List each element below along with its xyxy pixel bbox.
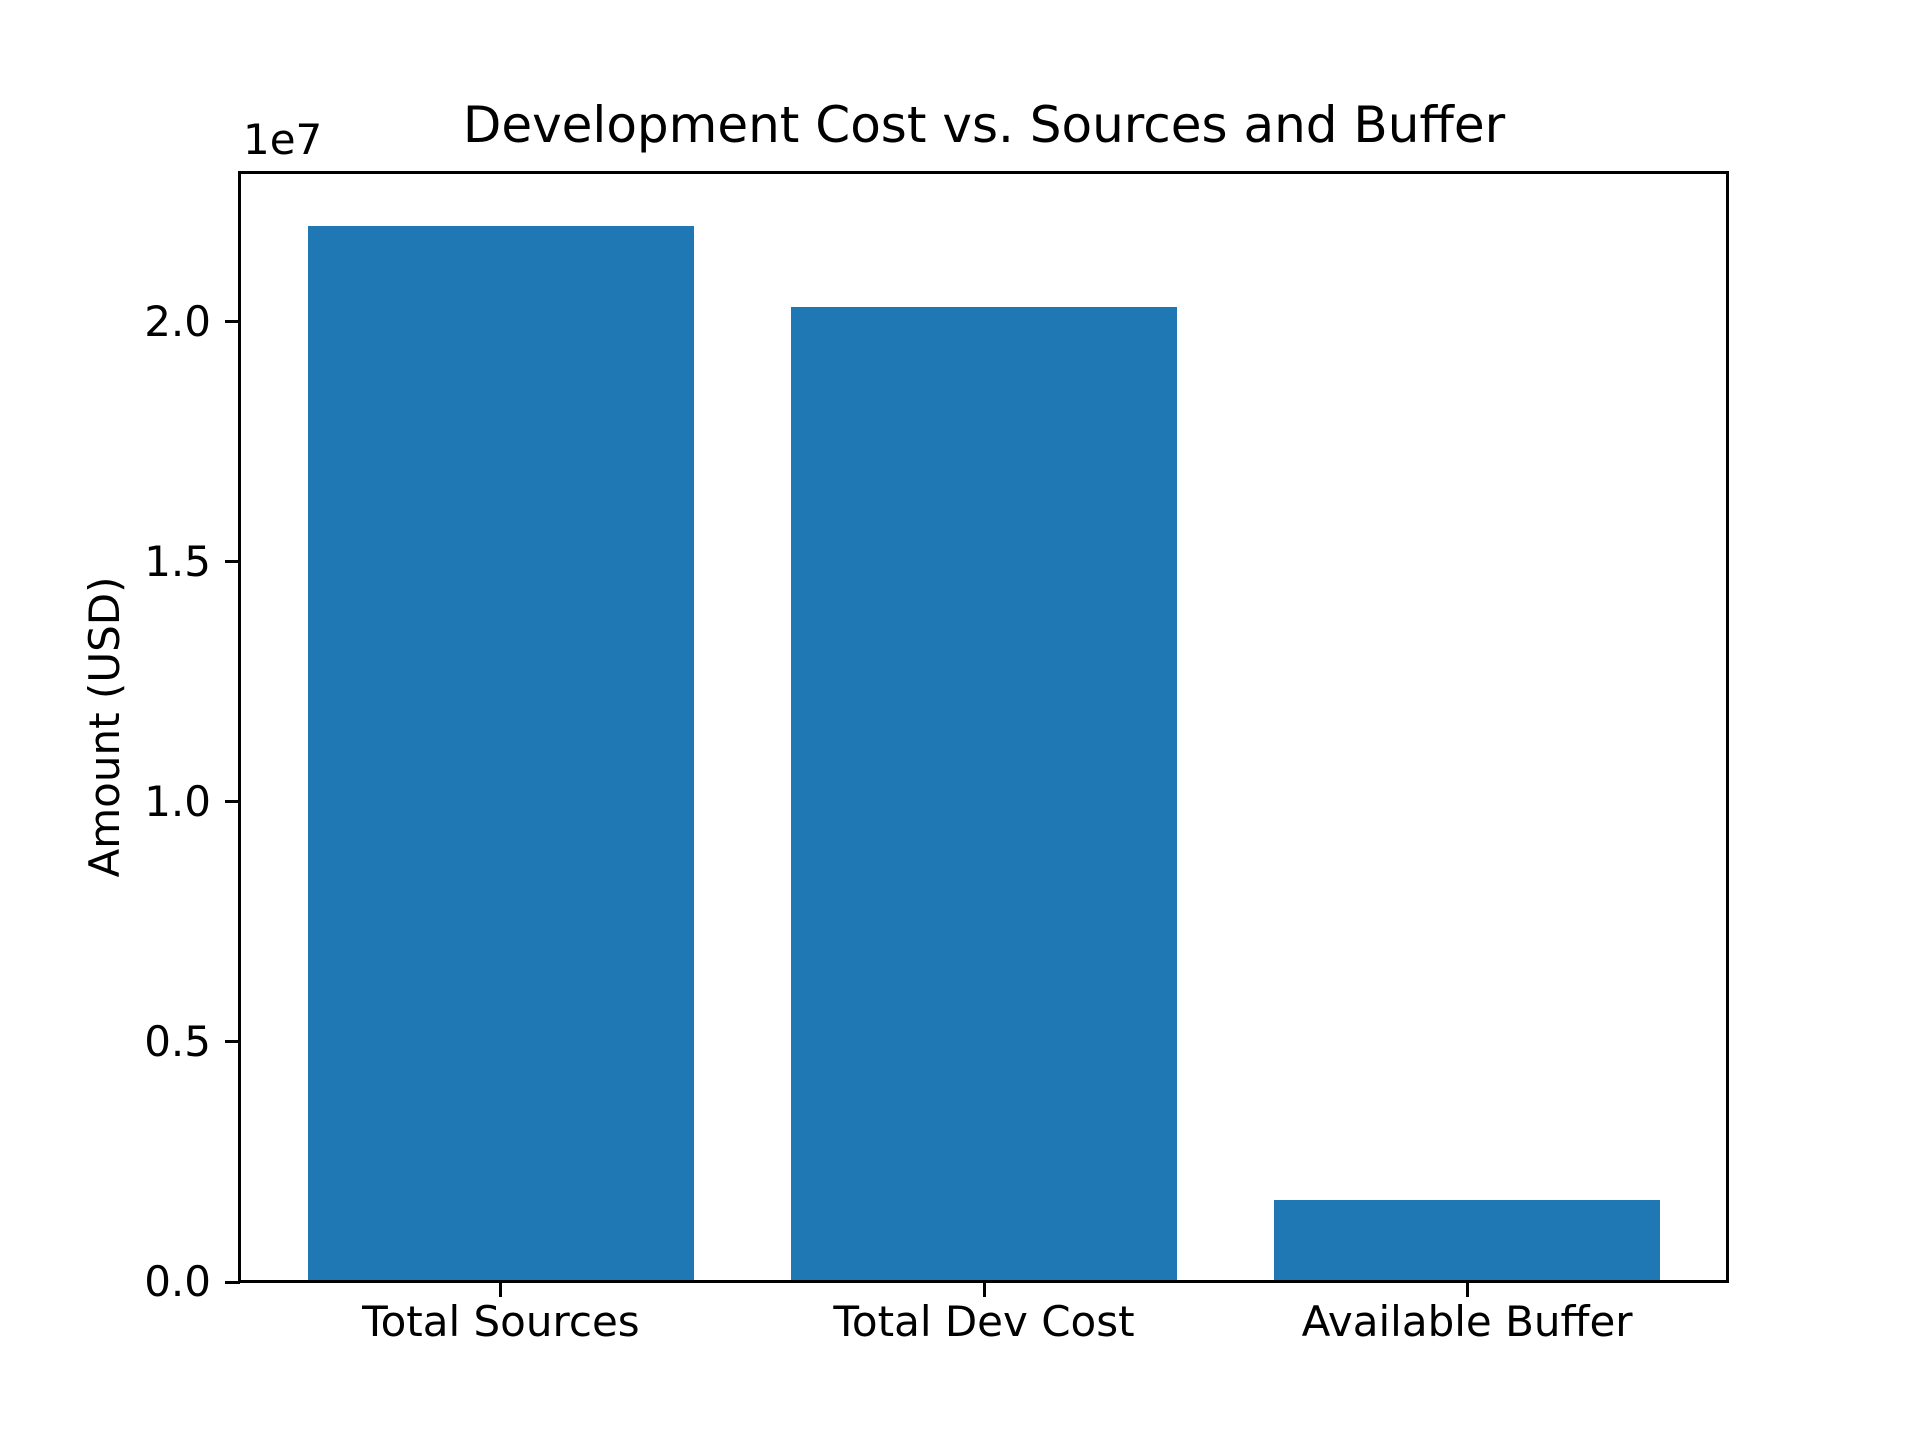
- y-axis-offset-label: 1e7: [243, 115, 323, 164]
- y-tick-label: 0.0: [144, 1257, 211, 1306]
- plot-area: [238, 171, 1729, 1283]
- x-tick-label-total-dev-cost: Total Dev Cost: [833, 1297, 1135, 1346]
- y-tick-mark: [225, 560, 240, 564]
- y-tick-label: 2.0: [144, 296, 211, 346]
- y-tick-label: 0.5: [144, 1016, 211, 1066]
- x-tick-label-total-sources: Total Sources: [362, 1297, 640, 1346]
- y-tick-mark: [225, 1040, 240, 1044]
- y-axis-label: Amount (USD): [80, 576, 129, 878]
- x-tick-mark: [982, 1282, 986, 1297]
- y-tick-mark: [225, 800, 240, 804]
- y-tick-label: 1.5: [144, 536, 211, 586]
- x-tick-mark: [499, 1282, 503, 1297]
- bar-total-dev-cost: [790, 307, 1178, 1282]
- y-tick-label: 1.0: [144, 776, 211, 826]
- y-tick-mark: [225, 1280, 240, 1284]
- bar-available-buffer: [1273, 1200, 1661, 1282]
- x-tick-label-available-buffer: Available Buffer: [1301, 1297, 1633, 1346]
- y-tick-mark: [225, 320, 240, 324]
- chart-title: Development Cost vs. Sources and Buffer: [462, 96, 1506, 154]
- x-tick-mark: [1465, 1282, 1469, 1297]
- bar-total-sources: [307, 225, 695, 1282]
